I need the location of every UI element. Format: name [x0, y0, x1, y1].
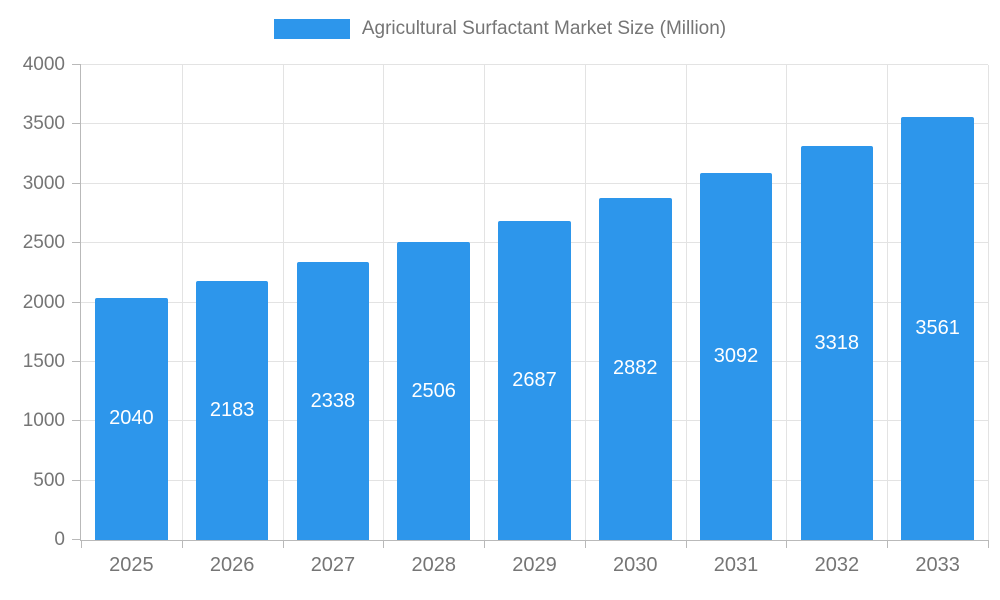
bar-slot: 2506: [383, 65, 484, 540]
plot-area: 0 500 1000 1500 2000 2500 3000 3500 4000 2040 2025…: [23, 54, 989, 576]
x-axis-tick: [584, 540, 586, 548]
horizontal-gridline: [81, 123, 988, 125]
y-axis-label: 3000: [22, 172, 65, 194]
bar-2027[interactable]: 2338: [296, 262, 370, 540]
bar-2028[interactable]: 2506: [397, 242, 470, 540]
bar-slot: 3561: [887, 65, 988, 540]
bar-slot: 3318: [786, 65, 887, 540]
x-axis-tick: [383, 540, 385, 548]
y-axis-label: 2000: [22, 291, 65, 313]
bar-value-label: 3318: [814, 331, 860, 354]
bar-2025[interactable]: 2040: [95, 297, 168, 540]
bar-slot: 3092: [686, 65, 787, 540]
y-axis-label: 1500: [22, 350, 65, 372]
x-axis-tick: [887, 540, 889, 548]
bar-slot: 2687: [484, 65, 585, 540]
x-axis-tick: [181, 540, 183, 548]
bar-value-label: 2183: [209, 398, 255, 421]
bar-value-label: 2506: [411, 379, 456, 402]
vertical-gridline: [383, 65, 385, 540]
x-axis-tick: [81, 540, 82, 548]
y-axis-tick: [72, 123, 81, 125]
x-axis-tick: [282, 540, 284, 548]
x-axis-label: 2028: [411, 554, 456, 576]
vertical-gridline: [181, 65, 183, 540]
y-axis-tick: [72, 242, 81, 244]
bar-value-label: 2338: [310, 389, 356, 412]
vertical-gridline: [685, 65, 687, 540]
bar-slot: 2882: [585, 65, 686, 540]
bar-value-label: 2687: [512, 368, 557, 391]
vertical-gridline: [786, 65, 788, 540]
x-axis-label: 2026: [209, 554, 255, 576]
horizontal-gridline: [81, 182, 988, 184]
y-axis-tick: [72, 479, 81, 481]
y-axis-label: 3500: [22, 113, 65, 135]
vertical-gridline: [988, 65, 989, 540]
x-axis-label: 2030: [613, 554, 658, 576]
bar-slot: 2040: [81, 65, 182, 540]
bar-2032[interactable]: 3318: [800, 146, 874, 540]
x-axis-label: 2031: [713, 554, 759, 576]
y-axis-tick: [72, 360, 81, 362]
legend-label: Agricultural Surfactant Market Size (Mil…: [361, 18, 727, 39]
chart-legend[interactable]: Agricultural Surfactant Market Size (Mil…: [0, 18, 1000, 40]
horizontal-gridline: [81, 64, 988, 65]
x-axis-label: 2027: [310, 554, 356, 576]
y-axis-label: 0: [54, 529, 65, 550]
bar-2029[interactable]: 2687: [498, 220, 571, 540]
x-axis-label: 2032: [814, 554, 860, 576]
bar-2031[interactable]: 3092: [699, 172, 773, 540]
x-axis-tick: [484, 540, 486, 548]
bar-value-label: 2040: [109, 407, 154, 430]
x-axis-tick: [786, 540, 788, 548]
y-axis-label: 2500: [22, 232, 65, 254]
bar-slot: 2183: [182, 65, 283, 540]
bar-2033[interactable]: 3561: [901, 117, 974, 540]
y-axis-label: 4000: [22, 54, 65, 75]
bar-2026[interactable]: 2183: [195, 280, 269, 540]
vertical-gridline: [282, 65, 284, 540]
vertical-gridline: [584, 65, 586, 540]
bar-value-label: 3092: [713, 344, 759, 367]
vertical-gridline: [887, 65, 889, 540]
y-axis-tick: [72, 182, 81, 184]
y-axis-tick: [72, 301, 81, 303]
legend-swatch[interactable]: [273, 19, 350, 39]
bar-2030[interactable]: 2882: [598, 197, 672, 540]
vertical-gridline: [484, 65, 486, 540]
bar-value-label: 3561: [915, 317, 960, 340]
y-axis-tick: [72, 64, 81, 65]
x-axis-label: 2025: [109, 554, 154, 576]
y-axis-tick: [72, 420, 81, 422]
x-axis-tick: [685, 540, 687, 548]
bar-value-label: 2882: [612, 357, 658, 380]
x-axis-tick: [988, 540, 989, 548]
bar-slot: 2338: [283, 65, 384, 540]
x-axis-label: 2033: [915, 554, 960, 576]
y-axis-label: 1000: [22, 410, 65, 432]
y-axis-tick: [72, 539, 81, 540]
y-axis-label: 500: [33, 469, 65, 491]
x-axis-label: 2029: [512, 554, 557, 576]
